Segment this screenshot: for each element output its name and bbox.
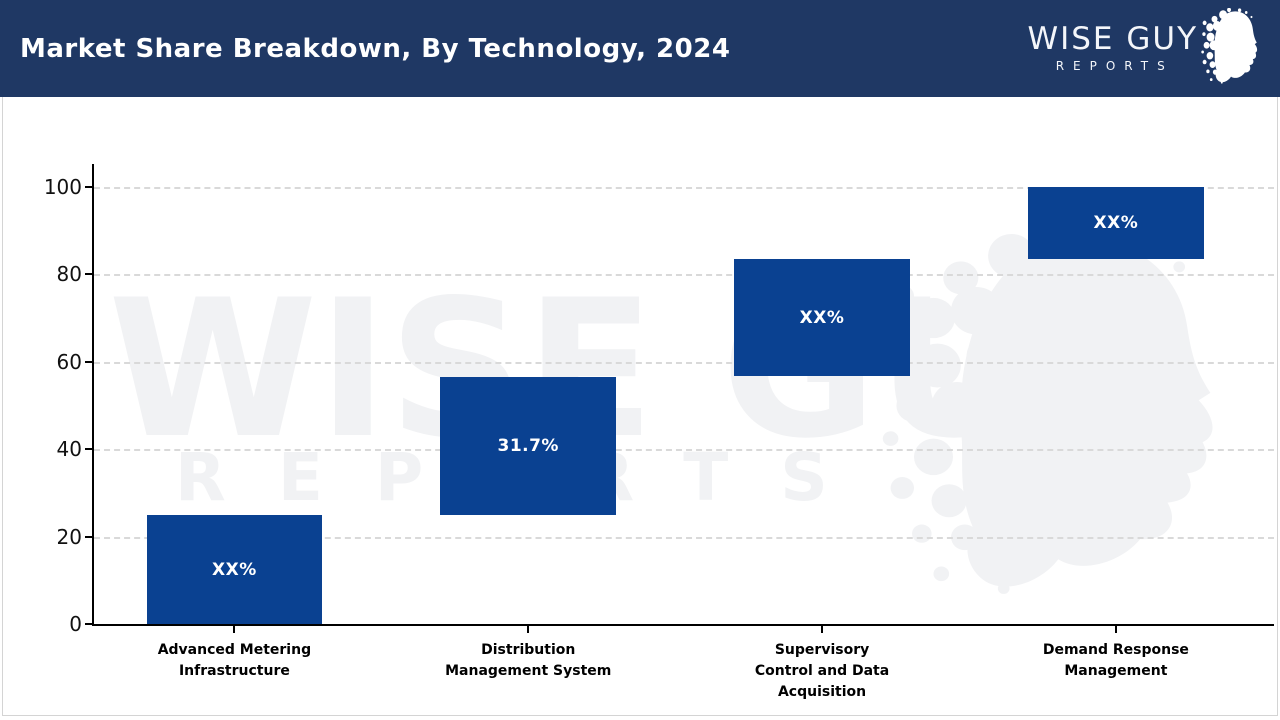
gridline	[94, 449, 1274, 452]
category-label: Supervisory Control and Data Acquisition	[754, 642, 890, 700]
y-axis-tick-label: 0	[69, 612, 82, 636]
logo-text: WISE GUY REPORTS	[1027, 21, 1198, 74]
y-axis-tick-mark	[85, 185, 92, 188]
plot-area: 0 20 40 60 80 100 XX% Advanced Metering Infrast…	[44, 164, 1274, 700]
y-axis-tick-label: 80	[56, 262, 82, 287]
header: Market Share Breakdown, By Technology, 2…	[0, 0, 1280, 97]
bar-value-label: XX%	[1093, 212, 1139, 233]
y-axis-tick-mark	[85, 360, 92, 363]
y-axis-tick-label: 100	[43, 174, 82, 199]
bar-value-label: XX%	[799, 307, 845, 328]
logo-wordmark: WISE GUY	[1027, 21, 1198, 57]
category-label: Advanced Metering Infrastructure	[157, 642, 312, 679]
gridline	[94, 361, 1274, 364]
y-axis-tick-label: 60	[56, 349, 82, 374]
y-axis-tick-mark	[85, 273, 92, 276]
x-axis-tick-mark	[233, 626, 236, 633]
category-label: Distribution Management System	[445, 642, 612, 679]
page-title: Market Share Breakdown, By Technology, 2…	[20, 33, 731, 64]
wiseguy-logo: WISE GUY REPORTS	[1027, 7, 1266, 90]
bar-value-label: XX%	[212, 559, 257, 580]
gridline	[94, 274, 1274, 277]
bar: XX%	[146, 515, 323, 624]
y-axis-tick-mark	[85, 535, 92, 538]
y-axis-tick-label: 40	[56, 437, 82, 462]
bar: XX%	[1027, 186, 1204, 259]
chart-canvas: WISE GUY REPORTS 020406080100XX%Advanced…	[2, 97, 1278, 716]
category-label: Demand Response Management	[1042, 642, 1189, 679]
x-axis-tick-mark	[527, 626, 530, 633]
y-axis-tick-mark	[85, 448, 92, 451]
gridline	[94, 536, 1274, 539]
bar-value-label: 31.7%	[497, 435, 559, 456]
bar: 31.7%	[440, 376, 617, 516]
wiseguy-face-icon	[1201, 7, 1258, 84]
x-axis-tick-mark	[821, 626, 824, 633]
logo-subtitle: REPORTS	[1055, 59, 1174, 73]
y-axis-tick-label: 20	[56, 524, 82, 549]
gridline	[94, 186, 1274, 189]
y-axis-tick-mark	[85, 623, 92, 625]
bar: XX%	[734, 258, 910, 377]
x-axis-tick-mark	[1114, 626, 1117, 633]
